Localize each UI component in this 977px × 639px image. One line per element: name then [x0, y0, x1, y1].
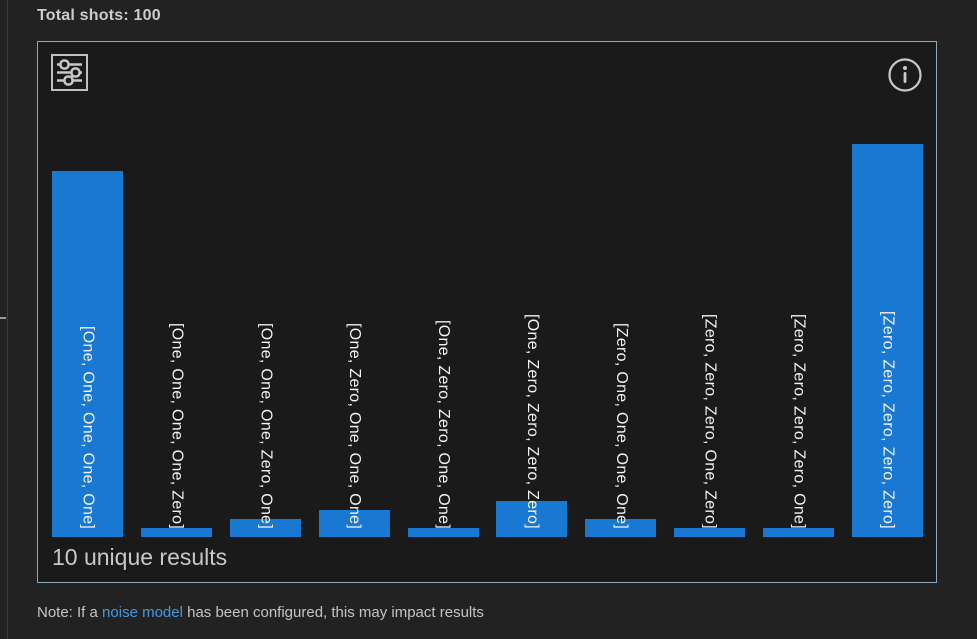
histogram-bars: [One, One, One, One, One] [One, One, One,…	[52, 144, 923, 537]
note-suffix: has been configured, this may impact res…	[182, 604, 484, 621]
histogram-bar[interactable]	[229, 519, 301, 537]
histogram-bar[interactable]	[140, 528, 212, 537]
histogram-bar[interactable]	[496, 501, 568, 537]
sliders-icon	[51, 54, 88, 91]
bar-label: [One, Zero, Zero, One, One]	[435, 319, 452, 529]
bar-label: [One, One, One, One, One]	[79, 325, 97, 529]
settings-button[interactable]	[50, 53, 89, 92]
noise-model-link[interactable]: noise model	[102, 604, 183, 621]
bar-slot: [Zero, One, One, One, One]	[585, 144, 657, 537]
histogram-bar[interactable]	[585, 519, 657, 537]
bar-slot: [Zero, Zero, Zero, Zero, One]	[763, 144, 834, 537]
note-text: Note: If a noise model has been configur…	[37, 604, 484, 621]
bar-slot: [Zero, Zero, Zero, Zero, Zero]	[851, 144, 923, 537]
bar-label: [Zero, Zero, Zero, Zero, One]	[790, 314, 808, 529]
histogram-bar[interactable]	[851, 144, 923, 537]
note-prefix: Note: If a	[37, 604, 103, 621]
unique-results-label: 10 unique results	[52, 544, 228, 570]
bar-label: [Zero, One, One, One, One]	[612, 322, 630, 529]
total-shots-label: Total shots:	[37, 7, 129, 24]
info-icon	[888, 58, 922, 92]
info-button[interactable]	[887, 57, 923, 93]
histogram-bar[interactable]	[318, 510, 390, 537]
bar-slot: [One, One, One, Zero, One]	[229, 144, 301, 537]
editor-divider	[7, 0, 8, 639]
bar-label: [One, One, One, One, Zero]	[168, 322, 186, 529]
bar-slot: [Zero, Zero, Zero, One, Zero]	[674, 144, 746, 537]
bar-label: [One, Zero, One, One, One]	[346, 322, 364, 529]
bar-slot: [One, Zero, Zero, Zero, Zero]	[496, 144, 568, 537]
histogram-bar[interactable]	[674, 528, 746, 537]
bar-label: [Zero, Zero, Zero, Zero, Zero]	[879, 311, 897, 529]
bar-label: [One, Zero, Zero, Zero, Zero]	[523, 314, 541, 529]
bar-label: [Zero, Zero, Zero, One, Zero]	[701, 314, 719, 529]
histogram-panel: [One, One, One, One, One] [One, One, One,…	[37, 41, 937, 583]
bar-slot: [One, One, One, One, One]	[52, 144, 123, 537]
bar-slot: [One, Zero, One, One, One]	[318, 144, 390, 537]
histogram-bar[interactable]	[52, 171, 123, 537]
histogram-bar[interactable]	[763, 528, 834, 537]
histogram-bar[interactable]	[407, 528, 479, 537]
bar-slot: [One, Zero, Zero, One, One]	[407, 144, 479, 537]
scrollbar-indicator	[0, 317, 6, 319]
total-shots-title: Total shots: 100	[37, 7, 161, 25]
total-shots-value: 100	[133, 7, 161, 24]
bar-label: [One, One, One, Zero, One]	[257, 322, 275, 529]
bar-slot: [One, One, One, One, Zero]	[140, 144, 212, 537]
